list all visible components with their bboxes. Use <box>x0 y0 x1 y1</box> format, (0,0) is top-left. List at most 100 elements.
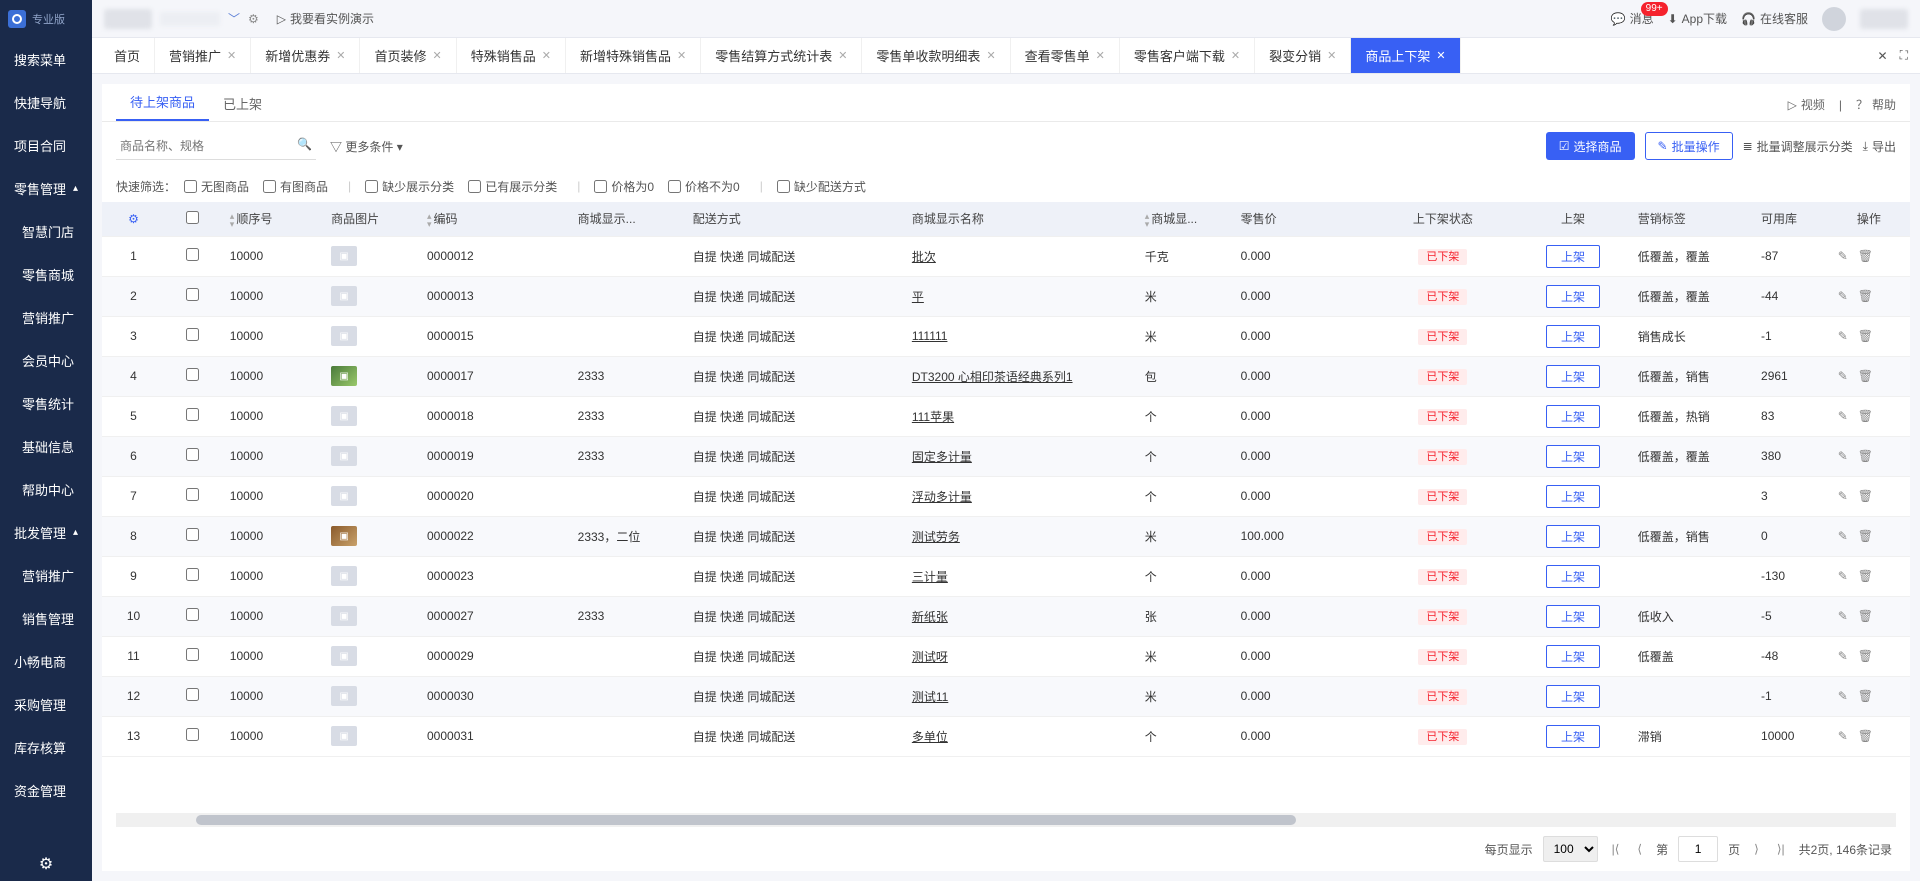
sidebar-item[interactable]: 销售管理 <box>0 597 92 640</box>
search-icon[interactable]: 🔍 <box>297 137 312 151</box>
shelve-button[interactable]: 上架 <box>1546 405 1600 428</box>
sidebar-item[interactable]: 库存核算 <box>0 726 92 769</box>
help-link[interactable]: ？ 帮助 <box>1856 96 1896 113</box>
row-checkbox[interactable] <box>186 368 199 381</box>
filter-pricenot0[interactable]: 价格不为0 <box>668 178 740 195</box>
product-name-link[interactable]: 111苹果 <box>912 410 954 424</box>
col-disp[interactable]: 商城显示... <box>568 202 683 236</box>
tab-close-icon[interactable]: ✕ <box>542 49 551 62</box>
tab-close-icon[interactable]: ✕ <box>838 49 847 62</box>
tab[interactable]: 查看零售单✕ <box>1011 38 1120 73</box>
tab[interactable]: 裂变分销✕ <box>1255 38 1351 73</box>
row-checkbox[interactable] <box>186 248 199 261</box>
filter-hascat[interactable]: 已有展示分类 <box>468 178 557 195</box>
delete-icon[interactable]: 🗑 <box>1858 689 1873 703</box>
tab[interactable]: 特殊销售品✕ <box>457 38 566 73</box>
edit-icon[interactable]: ✎ <box>1838 449 1848 463</box>
tab-close-icon[interactable]: ✕ <box>986 49 995 62</box>
shelve-button[interactable]: 上架 <box>1546 565 1600 588</box>
tab[interactable]: 营销推广✕ <box>155 38 251 73</box>
row-checkbox[interactable] <box>186 728 199 741</box>
filter-noship[interactable]: 缺少配送方式 <box>777 178 866 195</box>
search-input[interactable] <box>116 132 316 160</box>
col-price[interactable]: 零售价 <box>1231 202 1368 236</box>
delete-icon[interactable]: 🗑 <box>1858 409 1873 423</box>
edit-icon[interactable]: ✎ <box>1838 289 1848 303</box>
tab-close-icon[interactable]: ✕ <box>336 49 345 62</box>
tab[interactable]: 首页 <box>100 38 155 73</box>
col-img[interactable]: 商品图片 <box>321 202 417 236</box>
shelve-button[interactable]: 上架 <box>1546 605 1600 628</box>
product-name-link[interactable]: 平 <box>912 290 924 304</box>
col-status[interactable]: 上下架状态 <box>1368 202 1519 236</box>
sidebar-item[interactable]: 营销推广 <box>0 296 92 339</box>
product-name-link[interactable]: 多单位 <box>912 730 948 744</box>
row-checkbox[interactable] <box>186 648 199 661</box>
sidebar-settings[interactable]: ⚙ <box>0 847 92 881</box>
sidebar-item[interactable]: 批发管理▴ <box>0 511 92 554</box>
delete-icon[interactable]: 🗑 <box>1858 569 1873 583</box>
col-op[interactable]: 操作 <box>1828 202 1910 236</box>
edit-icon[interactable]: ✎ <box>1838 249 1848 263</box>
app-download-button[interactable]: ⬇ App下载 <box>1668 10 1727 27</box>
sidebar-item[interactable]: 帮助中心 <box>0 468 92 511</box>
scrollbar-thumb[interactable] <box>196 815 1296 825</box>
tab[interactable]: 商品上下架✕ <box>1351 38 1460 73</box>
page-input[interactable] <box>1678 836 1718 862</box>
col-unit[interactable]: ▴▾商城显... <box>1135 202 1231 236</box>
sidebar-item[interactable]: 基础信息 <box>0 425 92 468</box>
tab-close-icon[interactable]: ✕ <box>1436 49 1445 62</box>
tab[interactable]: 首页装修✕ <box>360 38 456 73</box>
page-size-select[interactable]: 100 <box>1543 836 1598 862</box>
delete-icon[interactable]: 🗑 <box>1858 369 1873 383</box>
tab-close-icon[interactable]: ✕ <box>1096 49 1105 62</box>
col-checkall[interactable] <box>165 202 220 236</box>
delete-icon[interactable]: 🗑 <box>1858 529 1873 543</box>
product-name-link[interactable]: 三计量 <box>912 570 948 584</box>
sidebar-item[interactable]: 零售统计 <box>0 382 92 425</box>
product-name-link[interactable]: 固定多计量 <box>912 450 972 464</box>
support-button[interactable]: 🎧 在线客服 <box>1741 10 1808 27</box>
batch-adjust-button[interactable]: ≣ 批量调整展示分类 <box>1743 138 1853 155</box>
col-code[interactable]: ▴▾编码 <box>417 202 568 236</box>
col-tags[interactable]: 营销标签 <box>1628 202 1751 236</box>
delete-icon[interactable]: 🗑 <box>1858 729 1873 743</box>
delete-icon[interactable]: 🗑 <box>1858 329 1873 343</box>
edit-icon[interactable]: ✎ <box>1838 609 1848 623</box>
shelve-button[interactable]: 上架 <box>1546 445 1600 468</box>
tab-close-icon[interactable]: ✕ <box>677 49 686 62</box>
shelve-button[interactable]: 上架 <box>1546 325 1600 348</box>
subtab-done[interactable]: 已上架 <box>209 86 276 121</box>
batch-ops-button[interactable]: ✎ 批量操作 <box>1645 132 1733 160</box>
product-name-link[interactable]: 测试劳务 <box>912 530 960 544</box>
edit-icon[interactable]: ✎ <box>1838 729 1848 743</box>
row-checkbox[interactable] <box>186 528 199 541</box>
filter-price0[interactable]: 价格为0 <box>594 178 654 195</box>
sidebar-item[interactable]: 会员中心 <box>0 339 92 382</box>
tab[interactable]: 新增优惠券✕ <box>251 38 360 73</box>
edit-icon[interactable]: ✎ <box>1838 409 1848 423</box>
row-checkbox[interactable] <box>186 408 199 421</box>
video-link[interactable]: ▷ 视频 <box>1788 96 1825 113</box>
tab[interactable]: 零售单收款明细表✕ <box>862 38 1010 73</box>
demo-link[interactable]: ▷ 我要看实例演示 <box>277 10 374 27</box>
tab-close-icon[interactable]: ✕ <box>433 49 442 62</box>
sidebar-item[interactable]: 营销推广 <box>0 554 92 597</box>
row-checkbox[interactable] <box>186 608 199 621</box>
delete-icon[interactable]: 🗑 <box>1858 649 1873 663</box>
sidebar-item[interactable]: 小畅电商 <box>0 640 92 683</box>
edit-icon[interactable]: ✎ <box>1838 329 1848 343</box>
sidebar-item[interactable]: 零售管理▴ <box>0 167 92 210</box>
pager-last[interactable]: ⟩| <box>1773 842 1789 856</box>
product-name-link[interactable]: 111111 <box>912 329 948 343</box>
shelve-button[interactable]: 上架 <box>1546 245 1600 268</box>
row-checkbox[interactable] <box>186 288 199 301</box>
sidebar-item[interactable]: 快捷导航 <box>0 81 92 124</box>
tab-close-icon[interactable]: ✕ <box>227 49 236 62</box>
shelve-button[interactable]: 上架 <box>1546 685 1600 708</box>
filter-hasimg[interactable]: 有图商品 <box>263 178 328 195</box>
row-checkbox[interactable] <box>186 688 199 701</box>
tab[interactable]: 零售客户端下载✕ <box>1120 38 1255 73</box>
col-up[interactable]: 上架 <box>1518 202 1628 236</box>
tab[interactable]: 零售结算方式统计表✕ <box>701 38 862 73</box>
